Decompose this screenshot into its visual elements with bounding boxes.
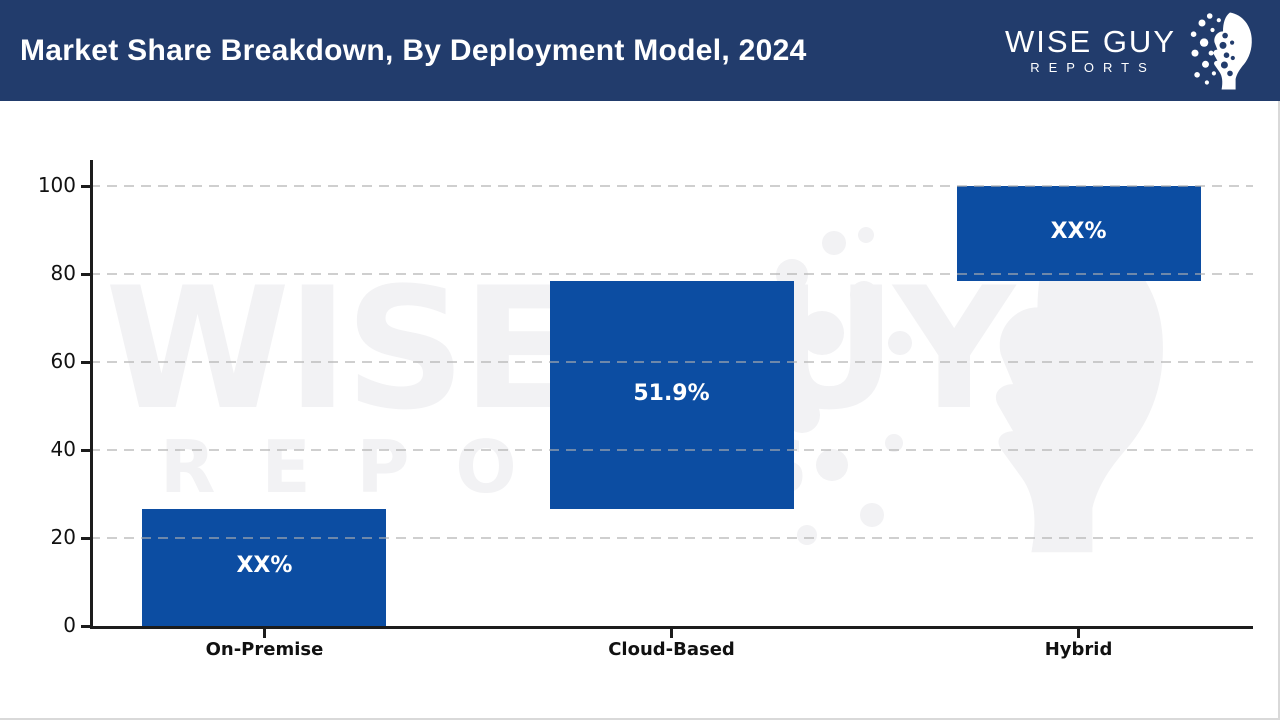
bar-value-label: XX% xyxy=(236,553,293,579)
y-tick-label-40: 40 xyxy=(50,437,76,461)
y-tick-label-0: 0 xyxy=(63,613,76,637)
gridline-40 xyxy=(90,449,1253,451)
x-tickmark-1 xyxy=(670,629,673,638)
y-tickmark-20 xyxy=(81,536,90,540)
category-label: Cloud-Based xyxy=(608,639,735,660)
y-axis-spine xyxy=(90,160,93,629)
header-bar: Market Share Breakdown, By Deployment Mo… xyxy=(0,0,1280,101)
chart-title: Market Share Breakdown, By Deployment Mo… xyxy=(20,33,807,67)
gridline-60 xyxy=(90,361,1253,363)
y-tick-label-60: 60 xyxy=(50,349,76,373)
category-label: On-Premise xyxy=(205,639,324,660)
gridline-80 xyxy=(90,273,1253,275)
category-label: Hybrid xyxy=(1044,639,1113,660)
gridline-20 xyxy=(90,537,1253,539)
logo-face-icon xyxy=(1190,12,1252,89)
y-tickmark-60 xyxy=(81,360,90,364)
logo-wordmark-line1: WISE GUY xyxy=(1004,23,1176,59)
y-tick-label-20: 20 xyxy=(50,525,76,549)
brand-logo: WISE GUY REPORTS xyxy=(1005,9,1266,93)
y-tickmark-80 xyxy=(81,272,90,276)
bar-hybrid xyxy=(956,186,1201,281)
y-tick-label-100: 100 xyxy=(37,173,76,197)
y-tickmark-40 xyxy=(81,448,90,452)
logo-wordmark: WISE GUY REPORTS xyxy=(1004,23,1176,76)
bar-value-label: 51.9% xyxy=(633,380,710,406)
bar-on-premise xyxy=(142,508,387,626)
logo-wordmark-line2: REPORTS xyxy=(1030,60,1156,76)
bar-value-label: XX% xyxy=(1050,219,1107,245)
y-tickmark-100 xyxy=(81,184,90,188)
chart-area: WISE GUY REPORTS 020406080100XX%On-Premi… xyxy=(0,101,1280,720)
x-axis-spine xyxy=(90,626,1253,629)
y-tickmark-0 xyxy=(81,624,90,628)
gridline-100 xyxy=(90,185,1253,187)
y-tick-label-80: 80 xyxy=(50,261,76,285)
x-tickmark-2 xyxy=(1077,629,1081,638)
x-tickmark-0 xyxy=(262,629,266,638)
bar-cloud-based xyxy=(549,280,794,509)
